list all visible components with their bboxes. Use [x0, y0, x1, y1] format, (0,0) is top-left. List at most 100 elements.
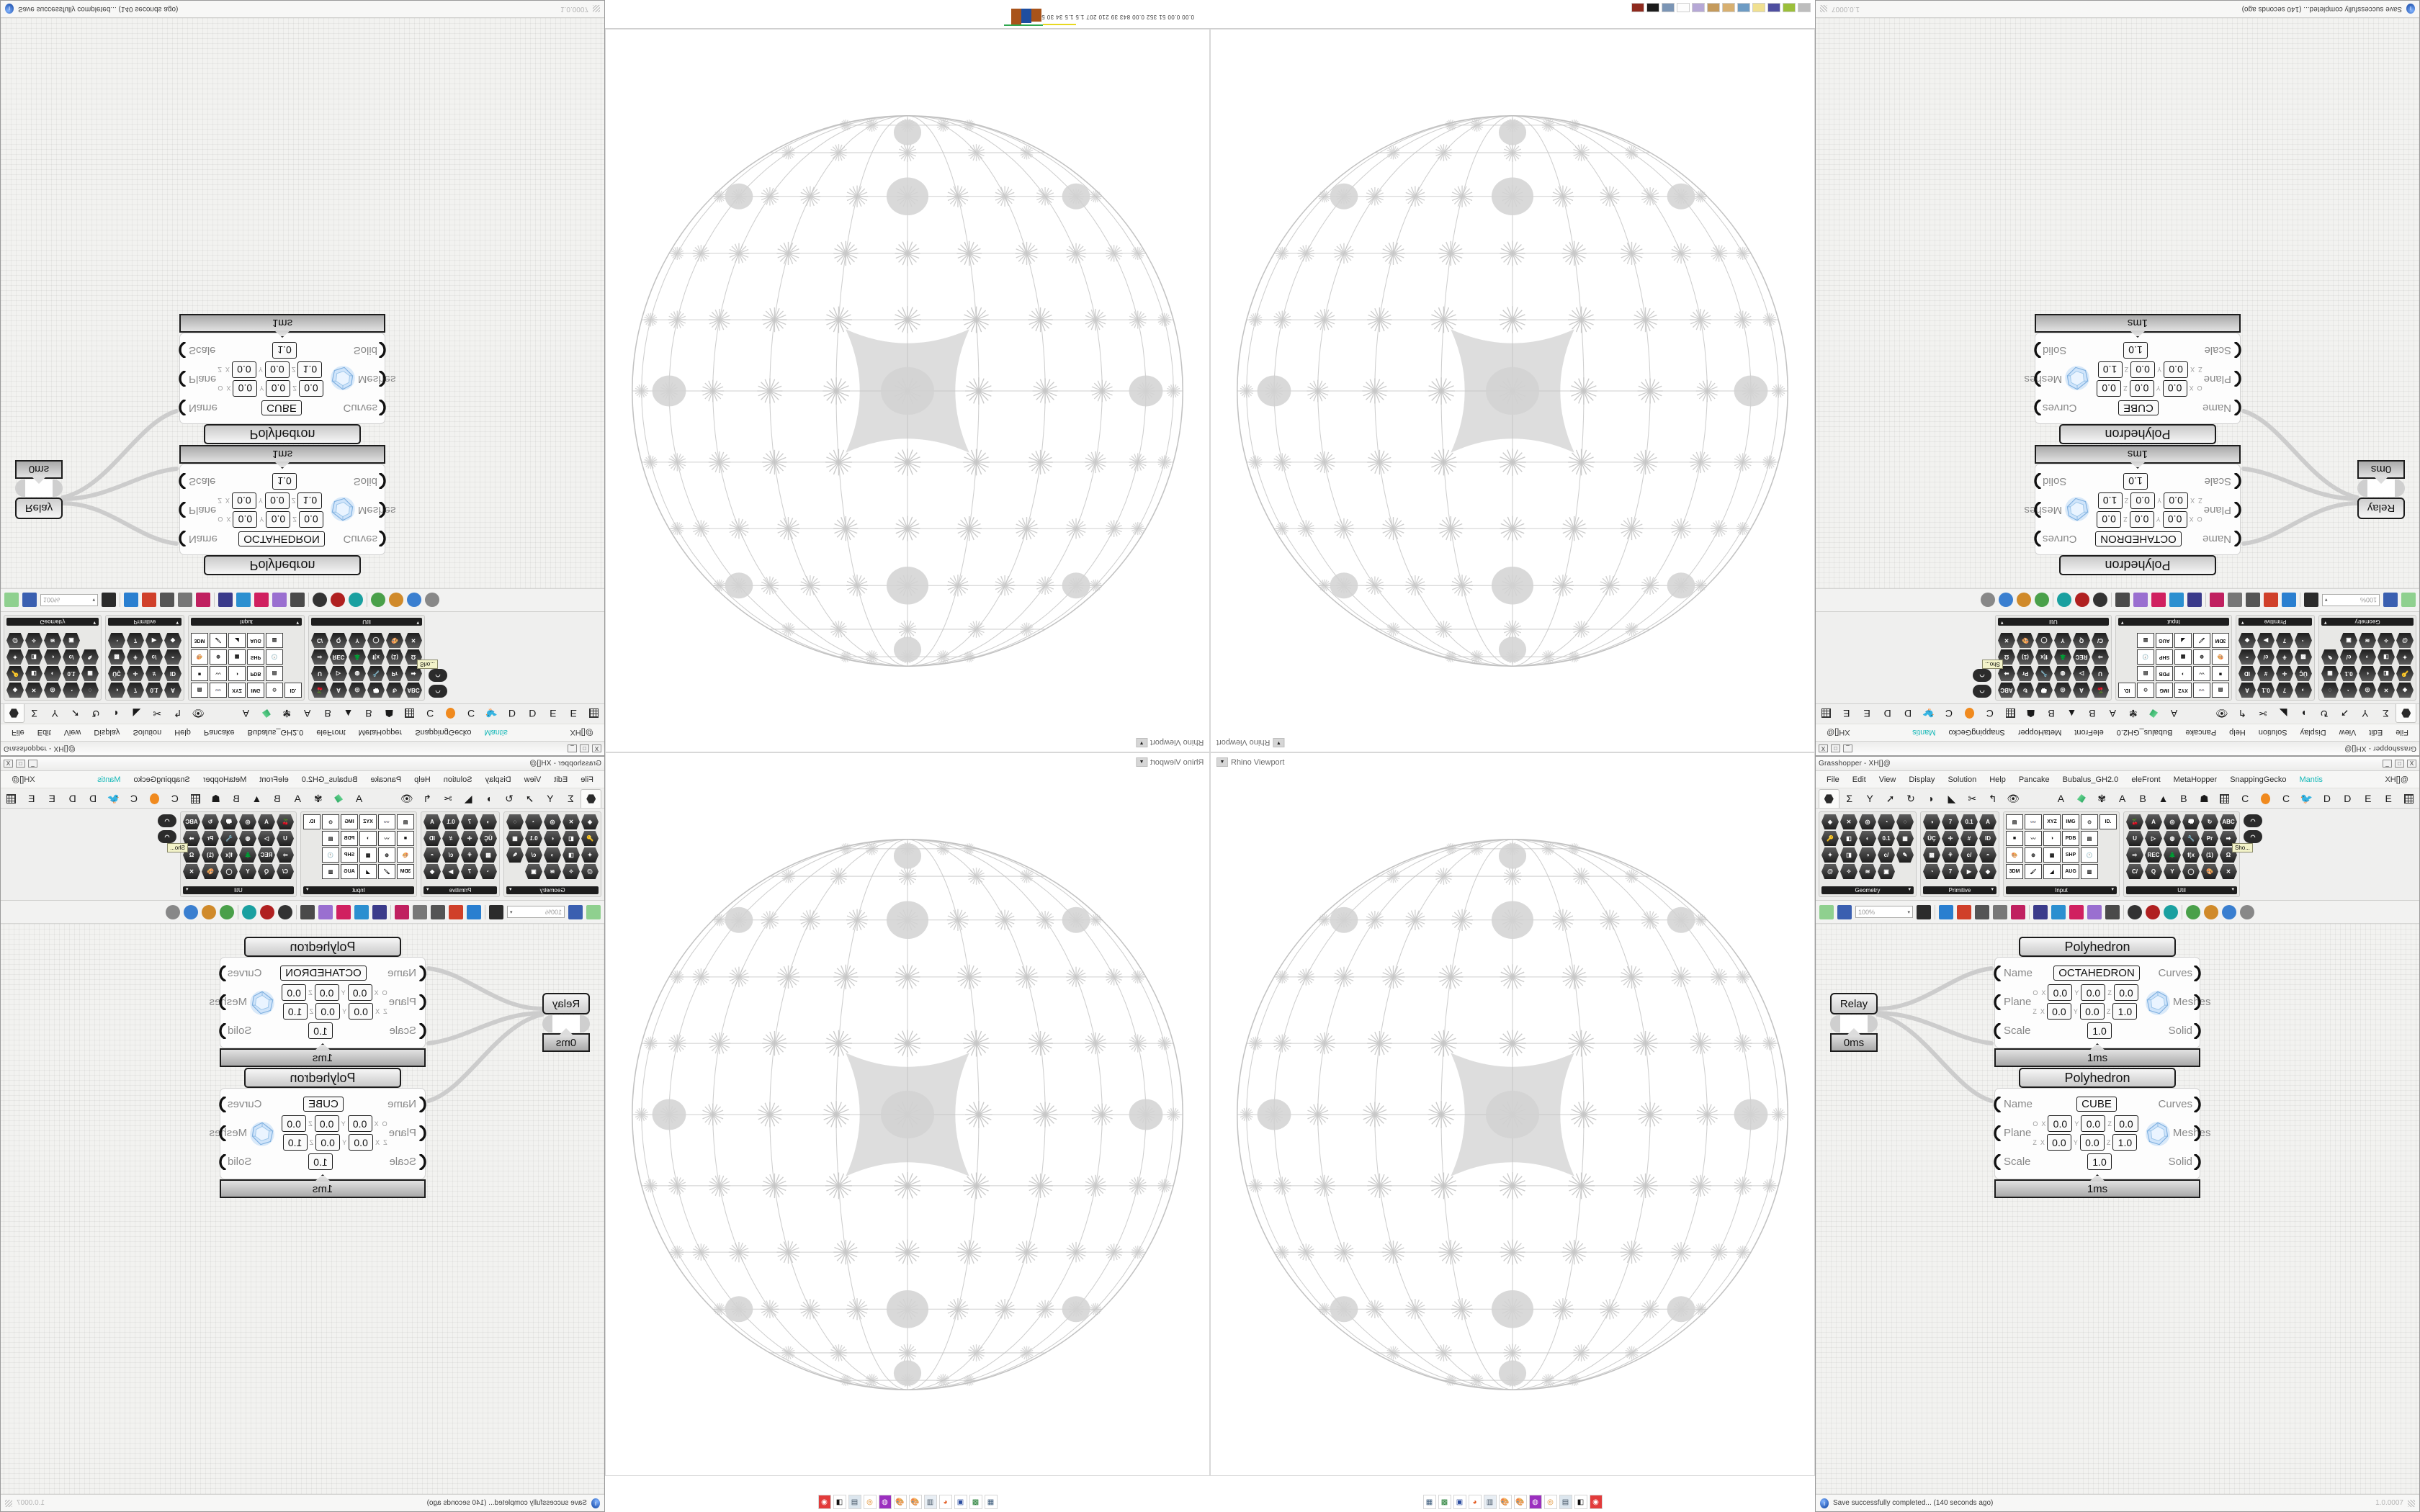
- origin-z-field[interactable]: 0.0: [2097, 511, 2122, 528]
- ribbon-cluster-icon[interactable]: ◠: [158, 830, 176, 843]
- output-port-meshes[interactable]: [217, 1125, 227, 1141]
- ribbon-component-icon[interactable]: ▩: [2043, 847, 2061, 863]
- ribbon-component-icon[interactable]: ◈: [581, 814, 599, 829]
- bake-icon[interactable]: [449, 904, 463, 919]
- tab-mesh-tab[interactable]: ◣: [464, 792, 472, 804]
- ribbon-component-icon[interactable]: 👓: [2193, 683, 2210, 698]
- zaxis-x-field[interactable]: 0.0: [2164, 492, 2189, 509]
- component-port[interactable]: [2233, 473, 2244, 490]
- component-port[interactable]: [378, 531, 388, 547]
- ribbon-component-icon[interactable]: 🎨: [191, 649, 208, 665]
- ribbon-component-icon[interactable]: A: [2238, 683, 2256, 698]
- tab-addon-leaf-tab[interactable]: [328, 789, 349, 808]
- mat-a-icon[interactable]: [2035, 593, 2049, 608]
- ribbon-component-icon[interactable]: ◐: [44, 666, 61, 681]
- menu-item-edit[interactable]: Edit: [37, 728, 51, 737]
- zaxis-z-field[interactable]: 1.0: [282, 1003, 308, 1020]
- tab-addon-orange-tab[interactable]: [440, 704, 460, 723]
- menu-item-edit[interactable]: Edit: [554, 775, 568, 784]
- fit-icon[interactable]: [2304, 593, 2318, 608]
- input-port-plane[interactable]: [2233, 371, 2244, 387]
- ribbon-cluster-icon[interactable]: ◠: [429, 669, 447, 682]
- chevron-down-icon[interactable]: ▾: [1991, 887, 1994, 892]
- ribbon-component-icon[interactable]: ◑: [1923, 814, 1940, 829]
- ribbon-component-icon[interactable]: c/: [1960, 847, 1978, 863]
- ribbon-component-icon[interactable]: 3DM: [397, 864, 414, 879]
- tab-addon-a-tab[interactable]: A: [242, 708, 250, 719]
- menu-item-solution[interactable]: Solution: [1948, 775, 1977, 784]
- ribbon-component-icon[interactable]: ◆: [2238, 633, 2256, 648]
- close-icon[interactable]: X: [592, 744, 601, 752]
- output-port-curves[interactable]: [2032, 400, 2042, 416]
- tab-addon-d2-tab[interactable]: D: [2344, 793, 2352, 804]
- close-icon[interactable]: X: [1819, 744, 1828, 752]
- app-bw-icon[interactable]: ◧: [1574, 1495, 1587, 1509]
- ribbon-component-icon[interactable]: Pr: [2017, 666, 2034, 681]
- output-port-meshes[interactable]: [217, 994, 227, 1010]
- zoom-level-select[interactable]: 100% ▾: [1855, 906, 1913, 918]
- chevron-down-icon[interactable]: ▾: [2121, 620, 2124, 625]
- ribbon-component-icon[interactable]: ◎: [44, 683, 61, 698]
- output-port-solid[interactable]: [2193, 1153, 2203, 1170]
- input-port-plane[interactable]: [1991, 1125, 2002, 1141]
- ribbon-component-icon[interactable]: ◎: [239, 814, 256, 829]
- preview-icon[interactable]: [1939, 904, 1953, 919]
- sketch-icon[interactable]: [2033, 904, 2048, 919]
- gh-toolbar-secondary[interactable]: 100% ▾: [1, 588, 604, 611]
- ribbon-component-icon[interactable]: ↻: [386, 683, 403, 698]
- menu-item-pancake[interactable]: Pancake: [2018, 775, 2050, 784]
- tab-addon-a2-tab[interactable]: A: [304, 708, 311, 719]
- app-save-icon[interactable]: ▣: [1453, 1495, 1466, 1509]
- ribbon-component-icon[interactable]: ⊙: [322, 814, 339, 829]
- search-icon[interactable]: [354, 904, 369, 919]
- maximize-icon[interactable]: □: [580, 744, 589, 752]
- menu-item-elefront[interactable]: eleFront: [2131, 775, 2161, 784]
- name-value-field[interactable]: OCTAHEDRON: [238, 531, 325, 546]
- ribbon-component-icon[interactable]: ✛: [1942, 831, 1959, 846]
- tab-addon-d2-tab[interactable]: D: [529, 708, 537, 719]
- cluster-icon[interactable]: [1993, 904, 2007, 919]
- input-port-name[interactable]: [2233, 400, 2244, 416]
- ribbon-component-icon[interactable]: ✕: [405, 633, 422, 648]
- ribbon-component-icon[interactable]: 🎨: [386, 633, 403, 648]
- menu-item-pancake[interactable]: Pancake: [370, 775, 402, 784]
- ribbon-component-icon[interactable]: ✎: [1896, 847, 1914, 863]
- ribbon-component-icon[interactable]: 🕐: [2137, 649, 2154, 665]
- scale-value-field[interactable]: 1.0: [308, 1022, 333, 1039]
- menu-item-display[interactable]: Display: [2300, 728, 2326, 737]
- origin-y-field[interactable]: 0.0: [2129, 511, 2154, 528]
- component-port[interactable]: [2193, 965, 2203, 981]
- ribbon-component-icon[interactable]: @: [581, 864, 599, 879]
- component-cap-poly-octahedron[interactable]: Polyhedron: [204, 555, 361, 575]
- ribbon-component-icon[interactable]: 🖌: [210, 633, 227, 648]
- ribbon-component-icon[interactable]: A: [164, 683, 182, 698]
- ribbon-component-icon[interactable]: A: [2145, 814, 2162, 829]
- ribbon-component-icon[interactable]: c/: [145, 649, 163, 665]
- cluster-icon[interactable]: [178, 593, 192, 608]
- input-port-name[interactable]: [176, 400, 187, 416]
- ribbon-component-icon[interactable]: ◎: [1859, 814, 1876, 829]
- viewport-label-top-right[interactable]: ▼ Rhino Viewport: [1216, 738, 1285, 747]
- viewport-label-bottom-right[interactable]: ▼ Rhino Viewport: [1216, 757, 1284, 767]
- ribbon-component-icon[interactable]: ✕: [183, 864, 200, 879]
- menu-item-solution[interactable]: Solution: [133, 728, 162, 737]
- maximize-icon[interactable]: □: [2395, 760, 2404, 768]
- output-port-meshes[interactable]: [2193, 1125, 2203, 1141]
- gh-ribbon[interactable]: ◈ 🔑 ✦ @ ✕ ◧ ◨ ✧ ◎ ◐ ◑ ≋ ◔ 0.1 c/▣ ◌ ▦ ✎ Geometry ▾ ◑ ÜÇ ▩ ◔ 7 ✛ ⚘ 7…: [1816, 809, 2419, 901]
- input-port-plane[interactable]: [2233, 502, 2244, 518]
- tab-vector-tab[interactable]: ➚: [2340, 708, 2349, 720]
- app-doc-icon[interactable]: ▤: [848, 1495, 861, 1509]
- ribbon-component-icon[interactable]: f(x: [367, 649, 385, 665]
- zoom-level-select[interactable]: 100% ▾: [40, 594, 98, 606]
- tab-addon-a2-tab[interactable]: A: [2119, 793, 2126, 804]
- menu-item-help[interactable]: Help: [1989, 775, 2006, 784]
- component-body-poly-octahedron[interactable]: Name OCTAHEDRON Curves Plane O X 0.0: [2025, 464, 2244, 555]
- minimize-icon[interactable]: _: [28, 760, 37, 768]
- ribbon-component-icon[interactable]: c/: [1878, 847, 1895, 863]
- ribbon-component-icon[interactable]: AUG: [2156, 633, 2173, 648]
- zaxis-x-field[interactable]: 0.0: [231, 492, 256, 509]
- ribbon-component-icon[interactable]: ▷: [2145, 831, 2162, 846]
- save-icon[interactable]: [22, 593, 37, 608]
- app-orange-icon[interactable]: ◎: [1543, 1495, 1557, 1509]
- tab-addon-e-tab[interactable]: E: [550, 708, 557, 719]
